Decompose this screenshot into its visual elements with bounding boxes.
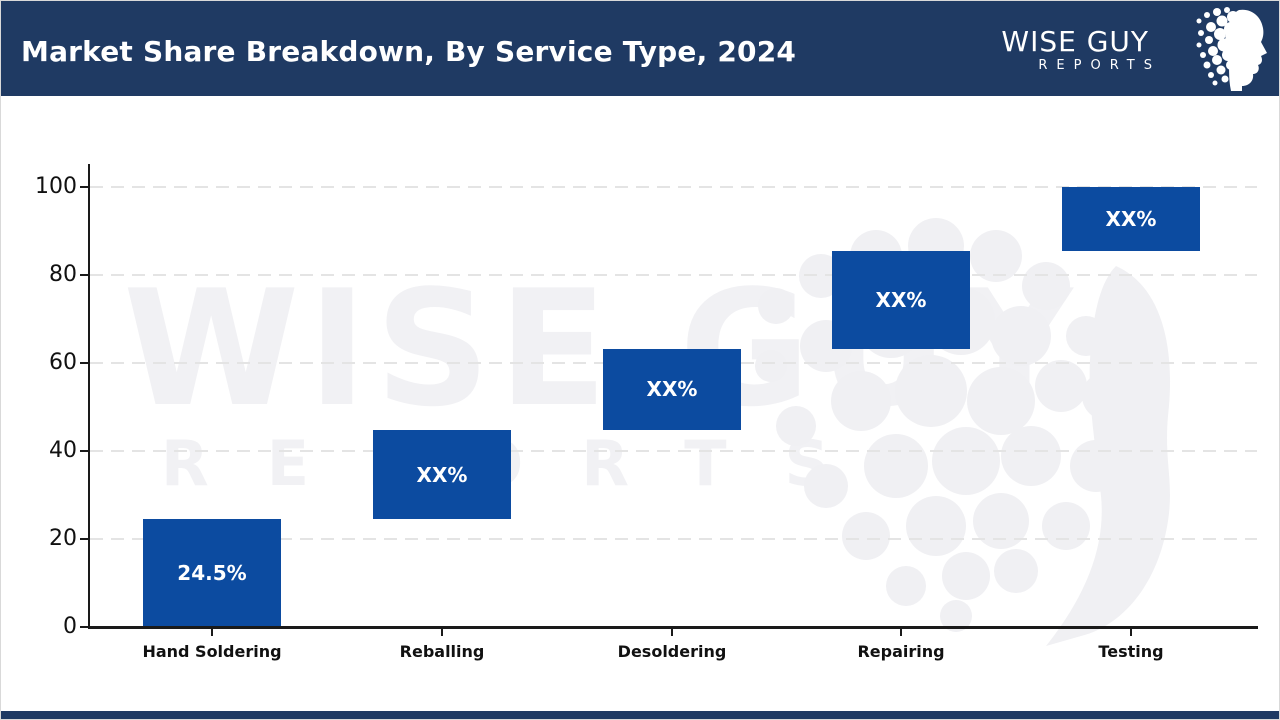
- x-label-desoldering: Desoldering: [617, 642, 727, 661]
- logo-head-icon: [1196, 7, 1267, 91]
- bar-hand-soldering: 24.5%: [143, 519, 281, 627]
- y-tick-label-0: 0: [63, 614, 77, 639]
- x-label-hand-soldering: Hand Soldering: [142, 642, 282, 661]
- logo-wordmark: WISE GUY: [1001, 25, 1149, 58]
- bar-reballing: XX%: [373, 429, 511, 520]
- y-axis-tick-0: [80, 626, 88, 628]
- chart-title: Market Share Breakdown, By Service Type,…: [21, 35, 797, 68]
- y-tick-label-20: 20: [49, 526, 77, 551]
- watermark-subtitle: REPORTS: [161, 427, 888, 500]
- y-tick-label-100: 100: [35, 174, 77, 199]
- y-axis-tick-100: [80, 186, 88, 188]
- bar-value-label-hand-soldering: 24.5%: [177, 561, 247, 586]
- bar-value-label-desoldering: XX%: [646, 377, 698, 402]
- x-axis-tick-reballing: [441, 629, 443, 636]
- x-label-repairing: Repairing: [857, 642, 945, 661]
- gridline-100: [90, 186, 1257, 188]
- y-axis-line: [88, 164, 90, 629]
- x-axis-tick-repairing: [900, 629, 902, 636]
- x-label-testing: Testing: [1098, 642, 1164, 661]
- bar-desoldering: XX%: [603, 348, 741, 430]
- bar-testing: XX%: [1062, 187, 1200, 251]
- x-axis-tick-desoldering: [671, 629, 673, 636]
- brand-logo: WISE GUY REPORTS: [981, 1, 1279, 96]
- y-axis-tick-20: [80, 538, 88, 540]
- y-tick-label-60: 60: [49, 350, 77, 375]
- y-tick-label-40: 40: [49, 438, 77, 463]
- y-axis-tick-80: [80, 274, 88, 276]
- bar-value-label-repairing: XX%: [875, 287, 927, 312]
- footer-band: [1, 711, 1279, 719]
- gridline-20: [90, 538, 1257, 540]
- bar-value-label-testing: XX%: [1105, 206, 1157, 231]
- x-label-reballing: Reballing: [399, 642, 485, 661]
- y-axis-tick-60: [80, 362, 88, 364]
- bar-value-label-reballing: XX%: [416, 462, 468, 487]
- gridline-80: [90, 274, 1257, 276]
- y-tick-label-80: 80: [49, 262, 77, 287]
- header-band: Market Share Breakdown, By Service Type,…: [1, 1, 1279, 96]
- y-axis-tick-40: [80, 450, 88, 452]
- gridline-40: [90, 450, 1257, 452]
- logo-subtitle: REPORTS: [1038, 58, 1161, 73]
- x-axis-tick-hand-soldering: [211, 629, 213, 636]
- x-axis-tick-testing: [1130, 629, 1132, 636]
- x-axis-line: [88, 626, 1258, 629]
- bar-repairing: XX%: [832, 250, 970, 349]
